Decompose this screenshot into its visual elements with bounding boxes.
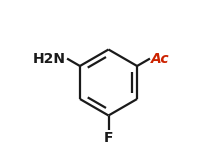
Text: F: F [104,131,113,145]
Text: H2N: H2N [33,52,66,66]
Text: Ac: Ac [151,52,169,66]
